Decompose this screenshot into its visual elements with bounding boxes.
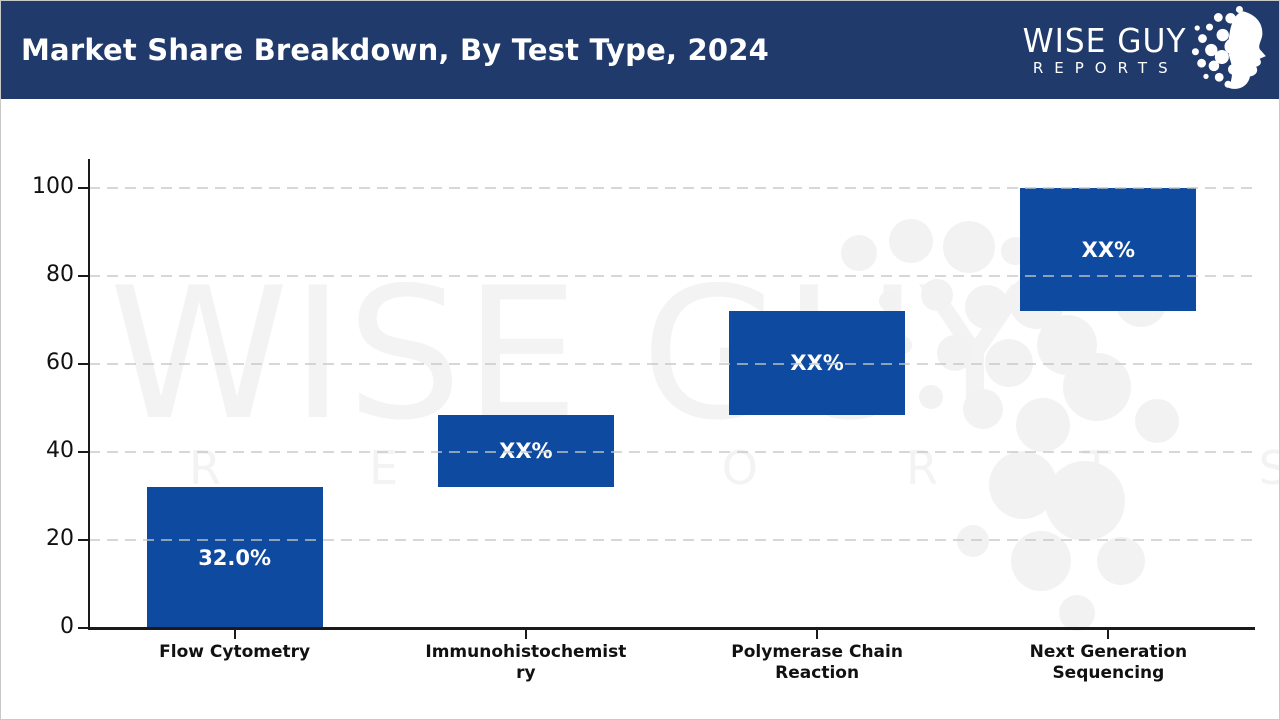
x-category-label-line: Flow Cytometry bbox=[159, 642, 311, 662]
x-category-label-line: ry bbox=[516, 663, 536, 683]
wiseguy-head-icon bbox=[1191, 6, 1266, 89]
y-tick-label: 100 bbox=[32, 174, 74, 199]
gridline bbox=[89, 275, 1254, 277]
x-category-label: Flow Cytometry bbox=[89, 642, 380, 663]
gridline bbox=[89, 363, 1254, 365]
header-bar: Market Share Breakdown, By Test Type, 20… bbox=[1, 1, 1279, 99]
y-tick-label: 0 bbox=[60, 614, 74, 639]
y-tick-label: 60 bbox=[46, 350, 74, 375]
y-tick-label: 20 bbox=[46, 526, 74, 551]
bar-value-label: 32.0% bbox=[198, 545, 272, 570]
x-tick-mark bbox=[1107, 630, 1110, 639]
wiseguy-logo-reports: REPORTS bbox=[1032, 59, 1179, 77]
x-category-label-line: Polymerase Chain bbox=[731, 642, 903, 662]
y-tick-label: 40 bbox=[46, 438, 74, 463]
y-tick-label: 80 bbox=[46, 262, 74, 287]
wiseguy-logo-wordmark: WISE GUY bbox=[1023, 21, 1187, 60]
wiseguy-logo-text: WISE GUY REPORTS bbox=[1014, 24, 1187, 76]
wiseguy-logo: WISE GUY REPORTS bbox=[1014, 6, 1269, 94]
x-category-label-line: Next Generation bbox=[1029, 642, 1188, 662]
y-tick-mark bbox=[78, 627, 88, 629]
x-category-label: Next Generation Sequencing bbox=[963, 642, 1254, 684]
bar-segment: 32.0% bbox=[146, 487, 323, 628]
x-category-label: Polymerase Chain Reaction bbox=[672, 642, 963, 684]
gridline bbox=[89, 539, 1254, 541]
page-title: Market Share Breakdown, By Test Type, 20… bbox=[21, 33, 770, 67]
x-category-label-line: Reaction bbox=[775, 663, 860, 683]
x-tick-mark bbox=[816, 630, 819, 639]
x-category-label: Immunohistochemist ry bbox=[380, 642, 671, 684]
x-category-label-line: Sequencing bbox=[1052, 663, 1165, 683]
y-tick-mark bbox=[78, 363, 88, 365]
bar-value-label: XX% bbox=[1081, 237, 1136, 262]
y-tick-mark bbox=[78, 451, 88, 453]
y-tick-mark bbox=[78, 275, 88, 277]
y-tick-mark bbox=[78, 539, 88, 541]
x-category-label-line: Immunohistochemist bbox=[425, 642, 627, 662]
x-tick-mark bbox=[524, 630, 527, 639]
gridline bbox=[89, 451, 1254, 453]
x-axis-line bbox=[88, 627, 1255, 630]
gridline bbox=[89, 187, 1254, 189]
y-axis-line bbox=[88, 159, 90, 628]
bar-segment: XX% bbox=[1020, 188, 1197, 312]
y-tick-mark bbox=[78, 187, 88, 189]
x-tick-mark bbox=[233, 630, 236, 639]
